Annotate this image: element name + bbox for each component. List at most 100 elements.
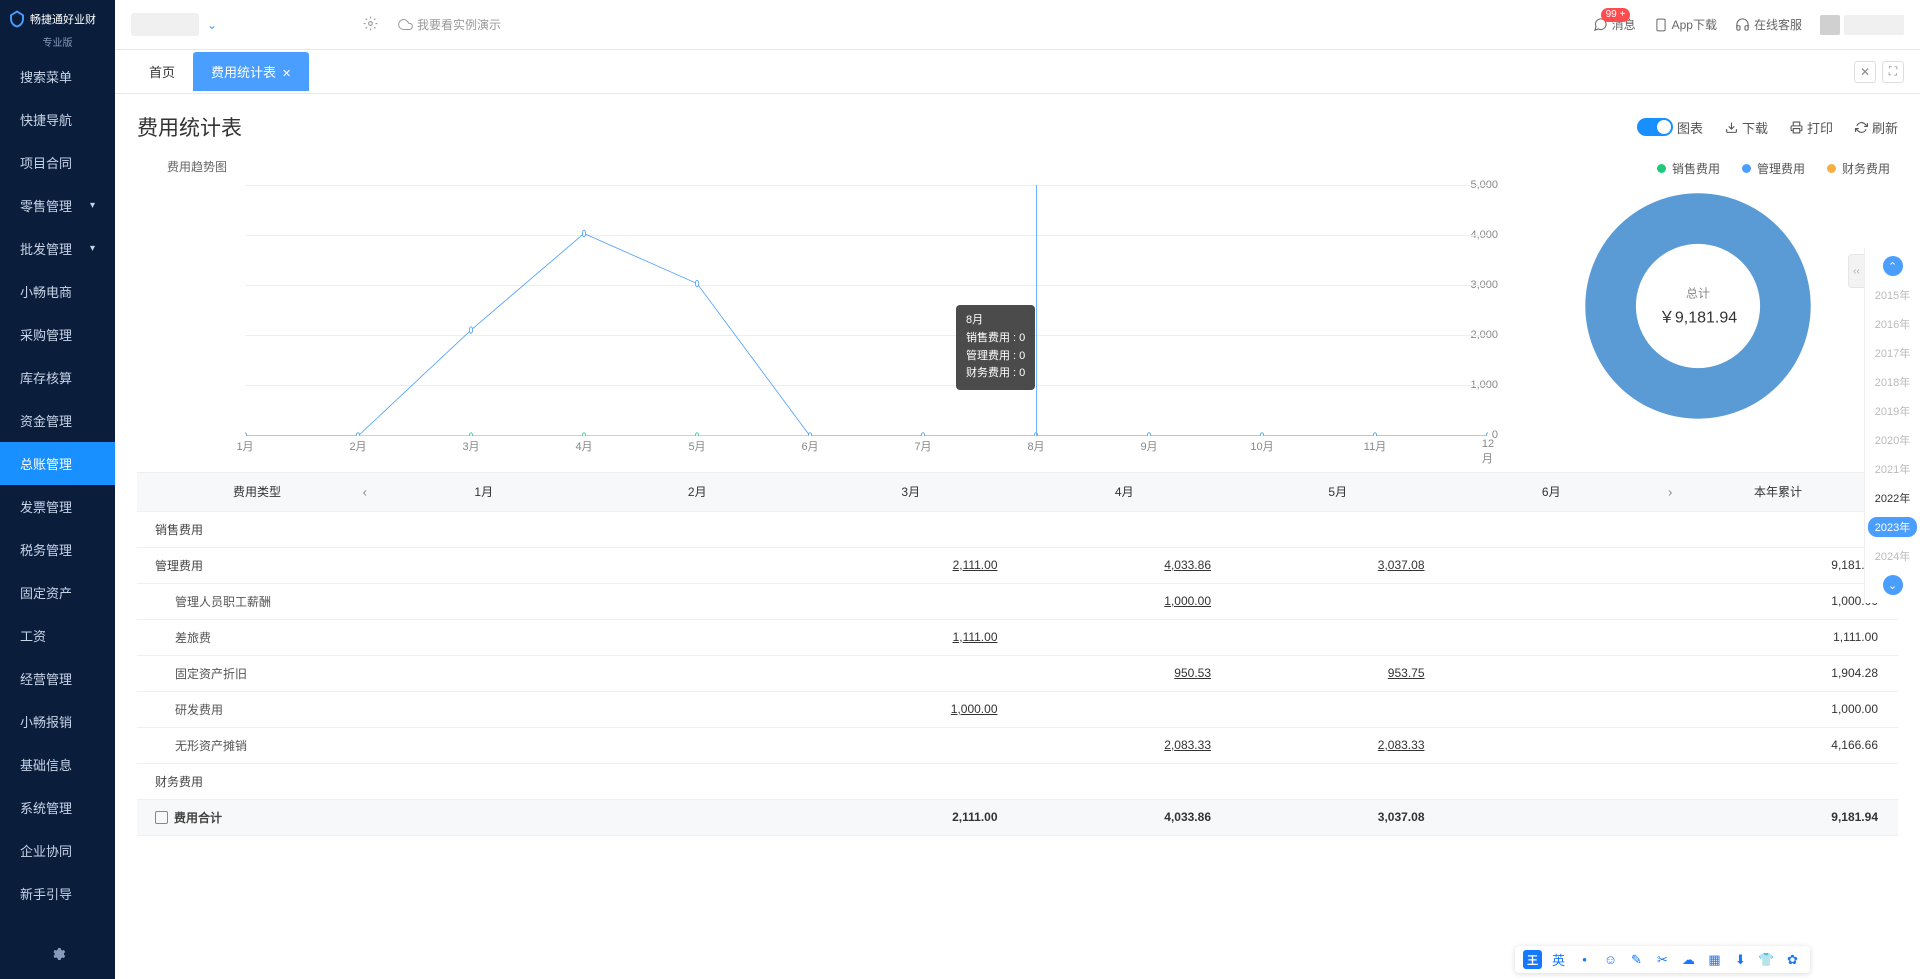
chart-toggle[interactable]: 图表 xyxy=(1637,118,1703,137)
sidebar-item-18[interactable]: 企业协同 xyxy=(0,829,115,872)
table-total-row: 费用合计2,111.004,033.863,037.089,181.94 xyxy=(137,799,1898,836)
sidebar-item-0[interactable]: 搜索菜单 xyxy=(0,55,115,98)
tab-close-all[interactable]: ✕ xyxy=(1854,61,1876,83)
year-up[interactable]: ⌃ xyxy=(1883,256,1903,276)
support-button[interactable]: 在线客服 xyxy=(1735,16,1802,33)
chevron-down-icon: ▾ xyxy=(90,243,95,254)
year-2021年[interactable]: 2021年 xyxy=(1868,459,1917,479)
sidebar-item-14[interactable]: 经营管理 xyxy=(0,657,115,700)
ime-btn-8[interactable]: ⬇ xyxy=(1731,950,1750,969)
table-prev[interactable]: ‹ xyxy=(363,484,367,499)
sidebar-menu: 搜索菜单快捷导航项目合同零售管理▾批发管理▾小畅电商采购管理库存核算资金管理总账… xyxy=(0,55,115,932)
tab-fullscreen[interactable]: ⛶ xyxy=(1882,61,1904,83)
year-2023年[interactable]: 2023年 xyxy=(1868,517,1917,537)
toggle-icon[interactable] xyxy=(1637,118,1673,136)
year-2018年[interactable]: 2018年 xyxy=(1868,372,1917,392)
ime-btn-1[interactable]: 英 xyxy=(1549,950,1568,969)
ime-btn-0[interactable]: 王 xyxy=(1523,950,1542,969)
cloud-icon xyxy=(398,17,413,32)
sidebar-item-4[interactable]: 批发管理▾ xyxy=(0,227,115,270)
legend-dot-sales xyxy=(1657,164,1666,173)
table-row: 差旅费1,111.001,111.00 xyxy=(137,619,1898,655)
tab-expense-report[interactable]: 费用统计表✕ xyxy=(193,52,309,91)
tab-home[interactable]: 首页 xyxy=(131,52,193,91)
summary-icon xyxy=(155,811,168,824)
sidebar-item-3[interactable]: 零售管理▾ xyxy=(0,184,115,227)
year-rail: ⌃ 2015年 2016年 2017年 2018年 2019年 2020年 2021年 2022… xyxy=(1864,248,1920,603)
messages-button[interactable]: 99 + 消息 xyxy=(1593,16,1636,33)
phone-icon xyxy=(1654,18,1668,32)
sidebar-item-17[interactable]: 系统管理 xyxy=(0,786,115,829)
year-2016年[interactable]: 2016年 xyxy=(1868,314,1917,334)
app-download-button[interactable]: App下载 xyxy=(1654,16,1717,33)
year-down[interactable]: ⌄ xyxy=(1883,575,1903,595)
main: ⌄ 我要看实例演示 99 + 消息 App下载 xyxy=(115,0,1920,979)
sidebar-item-10[interactable]: 发票管理 xyxy=(0,485,115,528)
sidebar-item-9[interactable]: 总账管理 xyxy=(0,442,115,485)
user-menu[interactable] xyxy=(1820,15,1904,35)
ime-btn-9[interactable]: 👕 xyxy=(1757,950,1776,969)
chevron-down-icon: ⌄ xyxy=(207,18,217,32)
sidebar-item-11[interactable]: 税务管理 xyxy=(0,528,115,571)
year-rail-collapse[interactable]: ‹‹ xyxy=(1848,254,1864,288)
tabs: 首页 费用统计表✕ ✕ ⛶ xyxy=(115,50,1920,94)
headset-icon xyxy=(1735,17,1750,32)
badge: 99 + xyxy=(1601,8,1631,22)
sidebar-item-5[interactable]: 小畅电商 xyxy=(0,270,115,313)
legend-dot-mgmt xyxy=(1742,164,1751,173)
ime-btn-3[interactable]: ☺ xyxy=(1601,950,1620,969)
table-row: 销售费用 xyxy=(137,511,1898,547)
close-icon[interactable]: ✕ xyxy=(282,68,291,80)
ime-btn-6[interactable]: ☁ xyxy=(1679,950,1698,969)
brand-name: 畅捷通好业财 xyxy=(30,11,96,27)
ime-btn-10[interactable]: ✿ xyxy=(1783,950,1802,969)
chart-legend: 销售费用 管理费用 财务费用 xyxy=(1657,160,1890,177)
table-row: 研发费用1,000.001,000.00 xyxy=(137,691,1898,727)
year-2015年[interactable]: 2015年 xyxy=(1868,285,1917,305)
print-icon xyxy=(1790,121,1803,134)
sidebar-item-12[interactable]: 固定资产 xyxy=(0,571,115,614)
logo: 畅捷通好业财 xyxy=(0,0,115,38)
ime-btn-4[interactable]: ✎ xyxy=(1627,950,1646,969)
print-button[interactable]: 打印 xyxy=(1790,118,1833,137)
download-button[interactable]: 下载 xyxy=(1725,118,1768,137)
table-row: 管理人员职工薪酬1,000.001,000.00 xyxy=(137,583,1898,619)
sidebar-item-8[interactable]: 资金管理 xyxy=(0,399,115,442)
sidebar-item-16[interactable]: 基础信息 xyxy=(0,743,115,786)
logo-icon xyxy=(8,10,26,28)
sidebar-item-13[interactable]: 工资 xyxy=(0,614,115,657)
line-chart[interactable]: 01,0002,0003,0004,0005,0008月销售费用 : 0管理费用… xyxy=(197,185,1498,458)
settings-button[interactable] xyxy=(0,932,115,979)
donut-chart[interactable]: 总计 ￥9,181.94 xyxy=(1583,191,1813,421)
ime-btn-5[interactable]: ✂ xyxy=(1653,950,1672,969)
year-2019年[interactable]: 2019年 xyxy=(1868,401,1917,421)
year-2017年[interactable]: 2017年 xyxy=(1868,343,1917,363)
donut-label: 总计 xyxy=(1659,285,1737,302)
year-2024年[interactable]: 2024年 xyxy=(1868,546,1917,566)
sidebar-item-15[interactable]: 小畅报销 xyxy=(0,700,115,743)
org-selector[interactable]: ⌄ xyxy=(131,13,351,36)
settings-icon[interactable] xyxy=(363,16,378,34)
download-icon xyxy=(1725,121,1738,134)
demo-link[interactable]: 我要看实例演示 xyxy=(398,16,501,33)
sidebar-item-7[interactable]: 库存核算 xyxy=(0,356,115,399)
year-2022年[interactable]: 2022年 xyxy=(1868,488,1917,508)
sidebar-item-1[interactable]: 快捷导航 xyxy=(0,98,115,141)
refresh-button[interactable]: 刷新 xyxy=(1855,118,1898,137)
sidebar: 畅捷通好业财 专业版 搜索菜单快捷导航项目合同零售管理▾批发管理▾小畅电商采购管… xyxy=(0,0,115,979)
sidebar-item-6[interactable]: 采购管理 xyxy=(0,313,115,356)
table-next[interactable]: › xyxy=(1668,484,1672,499)
sidebar-item-2[interactable]: 项目合同 xyxy=(0,141,115,184)
col-total: ›本年累计 xyxy=(1658,473,1898,511)
table-row: 固定资产折旧950.53953.751,904.28 xyxy=(137,655,1898,691)
ime-toolbar[interactable]: 王英 • ☺ ✎ ✂ ☁ ▦ ⬇ 👕 ✿ xyxy=(1515,946,1810,973)
ime-btn-7[interactable]: ▦ xyxy=(1705,950,1724,969)
table-row: 无形资产摊销2,083.332,083.334,166.66 xyxy=(137,727,1898,763)
sidebar-item-19[interactable]: 新手引导 xyxy=(0,872,115,915)
ime-btn-2[interactable]: • xyxy=(1575,950,1594,969)
topbar: ⌄ 我要看实例演示 99 + 消息 App下载 xyxy=(115,0,1920,50)
year-2020年[interactable]: 2020年 xyxy=(1868,430,1917,450)
legend-dot-fin xyxy=(1827,164,1836,173)
org-name xyxy=(131,13,199,36)
table-row: 财务费用 xyxy=(137,763,1898,799)
